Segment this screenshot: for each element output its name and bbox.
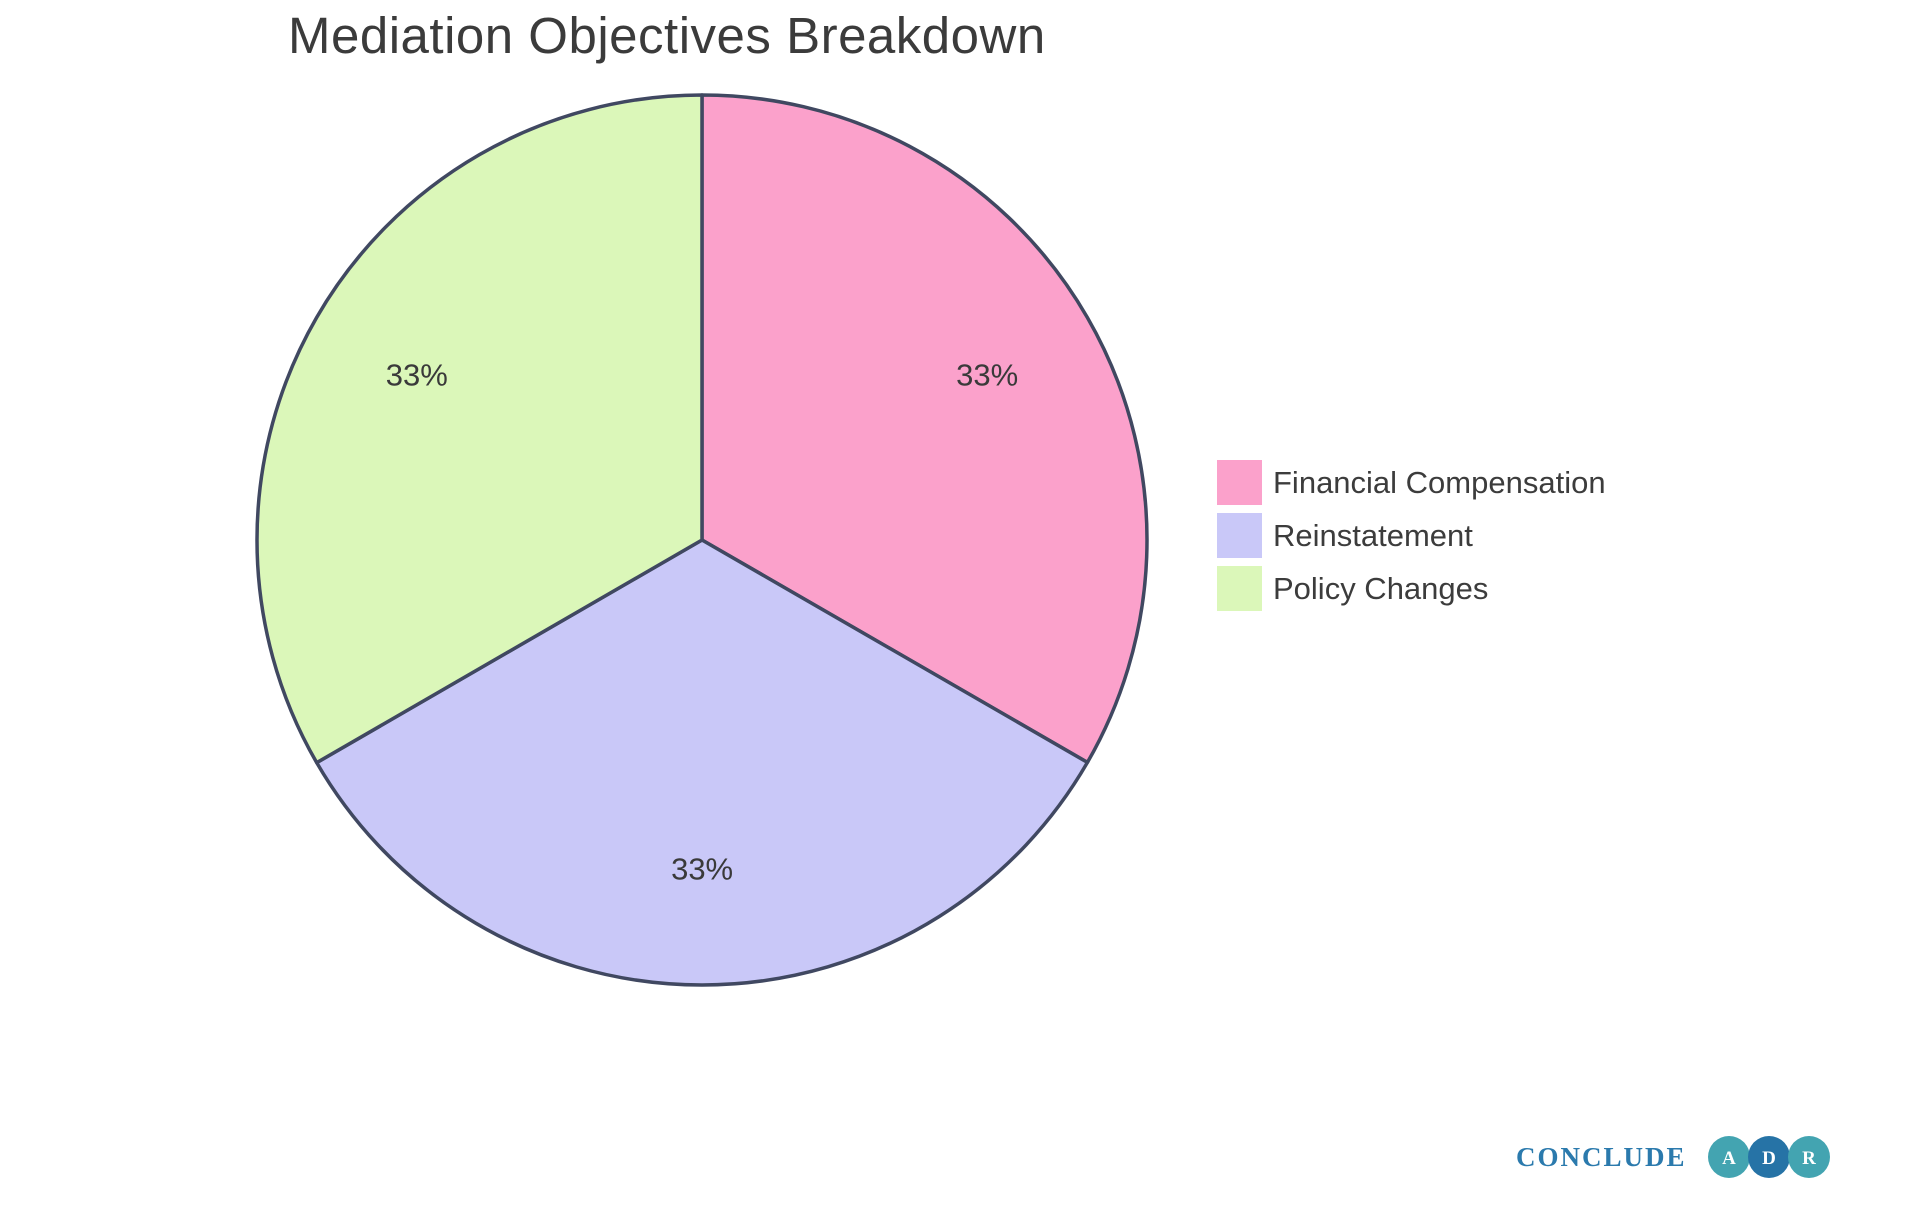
badge-letter-r: R xyxy=(1802,1148,1816,1169)
legend-swatch-reinstatement xyxy=(1217,513,1262,558)
legend-label: Reinstatement xyxy=(1273,517,1473,553)
legend-label: Financial Compensation xyxy=(1273,464,1606,500)
legend: Financial Compensation Reinstatement Pol… xyxy=(1217,460,1606,619)
slice-label-1: 33% xyxy=(671,851,733,886)
badge-circle-d xyxy=(1747,1136,1790,1178)
badge-circle-r xyxy=(1787,1136,1830,1178)
pie-slice-2 xyxy=(255,93,704,765)
badge-circle-a xyxy=(1707,1136,1750,1178)
legend-swatch-policy-changes xyxy=(1217,566,1262,611)
brand-logo: CONCLUDE A D R xyxy=(1516,1128,1835,1186)
chart-title: Mediation Objectives Breakdown xyxy=(288,7,1046,64)
badge-letter-a: A xyxy=(1722,1148,1736,1169)
legend-item-financial-compensation: Financial Compensation xyxy=(1217,460,1606,505)
slice-label-2: 33% xyxy=(386,357,448,392)
legend-swatch-financial-compensation xyxy=(1217,460,1262,505)
legend-label: Policy Changes xyxy=(1273,570,1489,606)
legend-item-reinstatement: Reinstatement xyxy=(1217,513,1606,558)
pie-slice-1 xyxy=(314,538,1090,987)
brand-name: CONCLUDE xyxy=(1516,1142,1687,1172)
badge-letter-d: D xyxy=(1762,1148,1776,1169)
legend-item-policy-changes: Policy Changes xyxy=(1217,566,1606,611)
slice-label-0: 33% xyxy=(956,357,1018,392)
pie-slice-0 xyxy=(700,93,1149,765)
